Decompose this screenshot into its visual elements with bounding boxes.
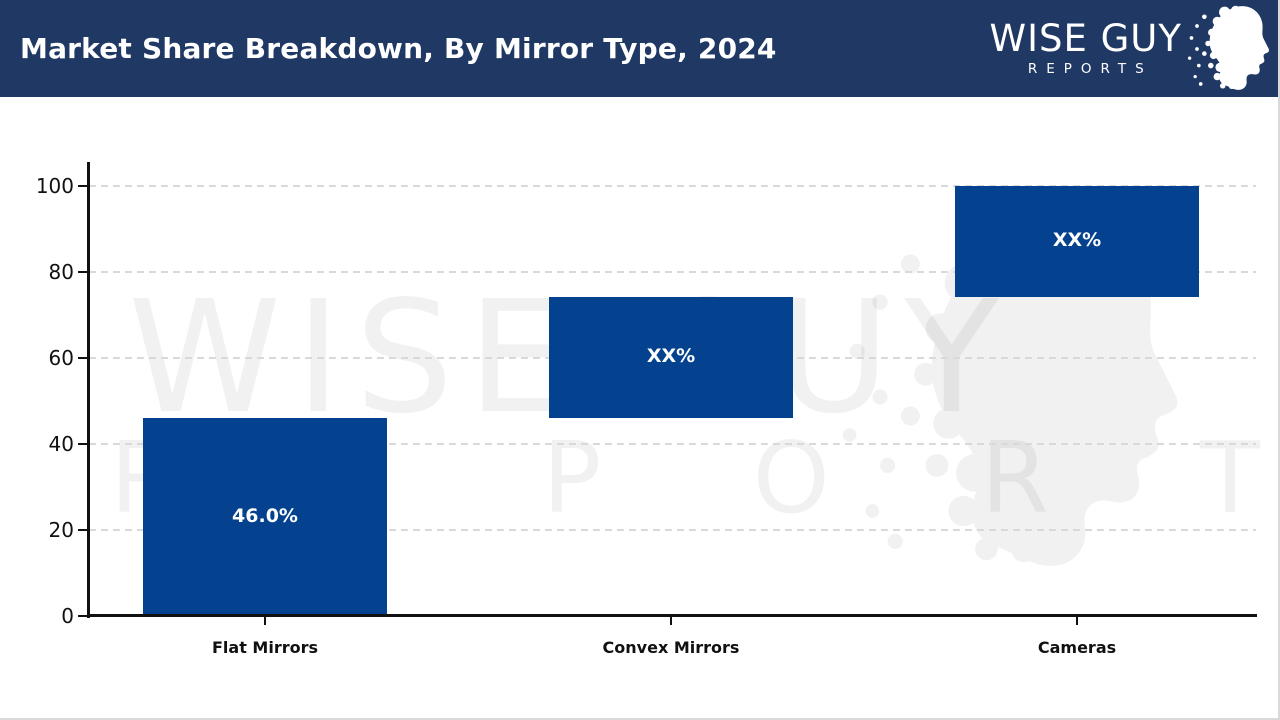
x-tick-1 bbox=[670, 617, 672, 625]
bar-cameras: XX% bbox=[955, 185, 1199, 298]
y-tick-40 bbox=[78, 442, 87, 445]
y-tick-60 bbox=[78, 356, 87, 359]
y-tick-label: 100 bbox=[35, 173, 74, 198]
y-tick-0 bbox=[78, 614, 87, 617]
gridline-20 bbox=[89, 528, 1256, 531]
bar-value-label: 46.0% bbox=[232, 504, 298, 527]
x-axis-spine bbox=[87, 614, 1257, 617]
chart-title: Market Share Breakdown, By Mirror Type, … bbox=[20, 32, 777, 65]
x-tick-2 bbox=[1076, 617, 1078, 625]
y-axis-spine bbox=[87, 162, 90, 618]
y-tick-label: 80 bbox=[48, 259, 74, 284]
wiseguy-logo: WISE GUY REPORTS bbox=[990, 0, 1272, 97]
logo-wordmark: WISE GUY bbox=[989, 17, 1182, 60]
logo-head-icon bbox=[1187, 5, 1269, 90]
logo-subtext: REPORTS bbox=[1027, 61, 1153, 77]
header-bar: Market Share Breakdown, By Mirror Type, … bbox=[0, 0, 1278, 97]
y-tick-label: 60 bbox=[48, 345, 74, 370]
x-category-label: Flat Mirrors bbox=[211, 638, 319, 657]
x-category-label: Cameras bbox=[1037, 638, 1117, 657]
y-tick-80 bbox=[78, 270, 87, 273]
gridline-80 bbox=[89, 270, 1256, 273]
bar-value-label: XX% bbox=[646, 345, 696, 368]
logo-text: WISE GUY REPORTS bbox=[990, 20, 1182, 77]
gridline-100 bbox=[89, 184, 1256, 187]
bar-flat-mirrors: 46.0% bbox=[143, 417, 387, 616]
y-tick-100 bbox=[78, 184, 87, 187]
y-tick-label: 0 bbox=[61, 603, 74, 628]
bar-value-label: XX% bbox=[1052, 229, 1102, 252]
y-tick-label: 40 bbox=[48, 431, 74, 456]
x-tick-0 bbox=[264, 617, 266, 625]
x-category-label: Convex Mirrors bbox=[602, 638, 740, 657]
y-tick-20 bbox=[78, 528, 87, 531]
gridline-40 bbox=[89, 442, 1256, 445]
bar-convex-mirrors: XX% bbox=[549, 297, 793, 418]
y-tick-label: 20 bbox=[48, 517, 74, 542]
